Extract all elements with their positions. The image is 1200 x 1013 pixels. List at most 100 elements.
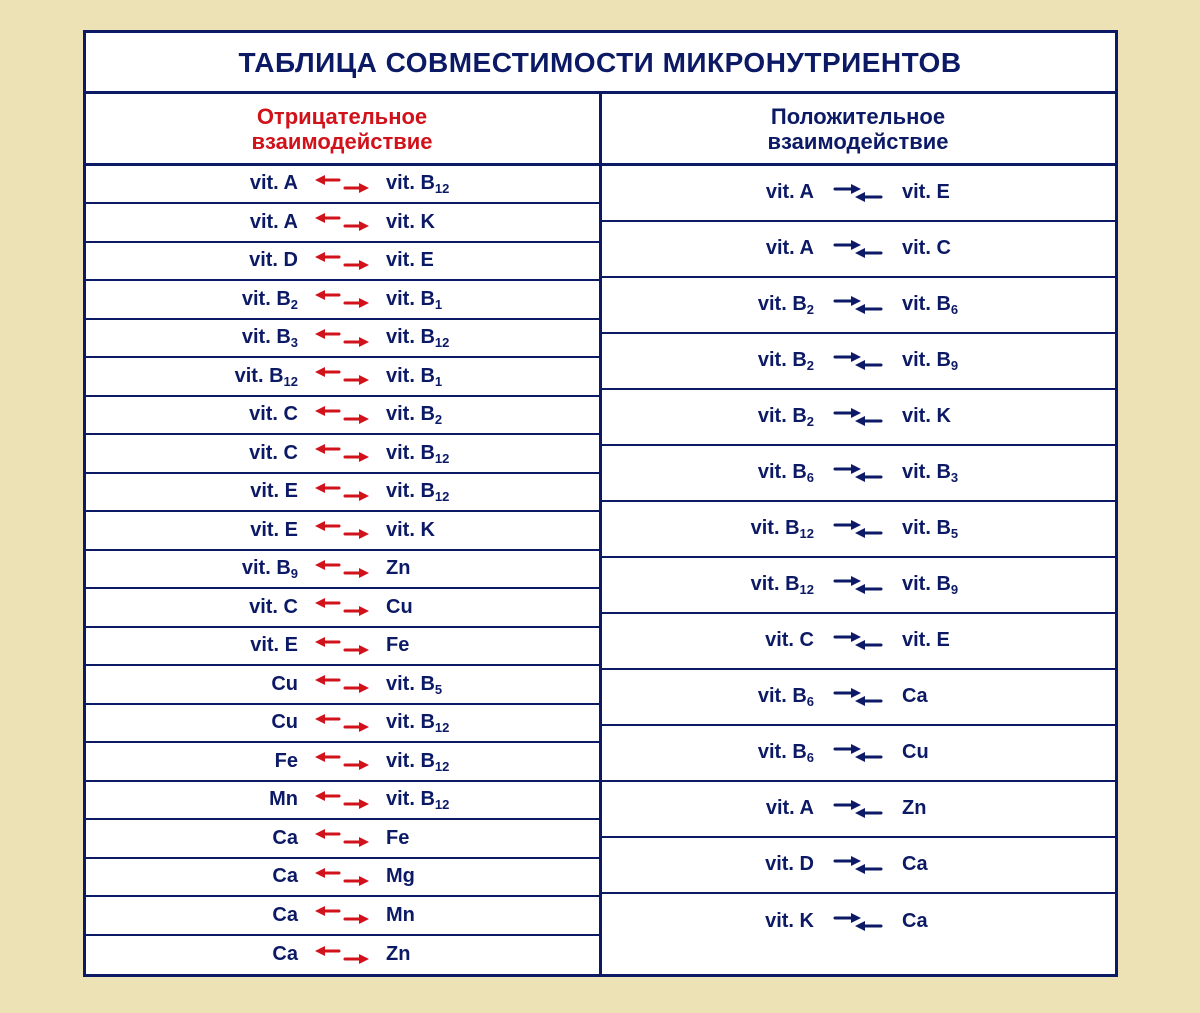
table-row: vit. C vit. B12 [86, 435, 599, 474]
converge-arrows-icon [828, 406, 888, 428]
compatibility-table: ТАБЛИЦА СОВМЕСТИМОСТИ МИКРОНУТРИЕНТОВ От… [83, 30, 1118, 977]
nutrient-left: vit. B3 [148, 326, 298, 349]
table-row: vit. A vit. E [602, 166, 1115, 222]
diverge-arrows-icon [312, 904, 372, 926]
table-row: vit. B12 vit. B9 [602, 558, 1115, 614]
nutrient-left: vit. B12 [664, 517, 814, 540]
converge-arrows-icon [828, 686, 888, 708]
nutrient-right: vit. B5 [902, 517, 1052, 540]
nutrient-right: Ca [902, 910, 1052, 933]
table-row: vit. A vit. K [86, 204, 599, 243]
nutrient-left: vit. A [664, 181, 814, 204]
nutrient-right: Cu [902, 741, 1052, 764]
nutrient-left: vit. B2 [148, 288, 298, 311]
nutrient-right: vit. K [386, 211, 536, 234]
nutrient-left: vit. B6 [664, 741, 814, 764]
nutrient-right: vit. K [902, 405, 1052, 428]
table-row: Ca Mg [86, 859, 599, 898]
nutrient-right: vit. B1 [386, 365, 536, 388]
table-row: vit. B2 vit. K [602, 390, 1115, 446]
nutrient-left: vit. B2 [664, 293, 814, 316]
nutrient-right: vit. B12 [386, 442, 536, 465]
nutrient-left: Ca [148, 943, 298, 966]
diverge-arrows-icon [312, 404, 372, 426]
nutrient-left: vit. E [148, 634, 298, 657]
table-row: vit. E Fe [86, 628, 599, 667]
converge-arrows-icon [828, 630, 888, 652]
diverge-arrows-icon [312, 596, 372, 618]
nutrient-right: vit. B6 [902, 293, 1052, 316]
diverge-arrows-icon [312, 519, 372, 541]
table-row: vit. K Ca [602, 894, 1115, 950]
nutrient-left: vit. C [148, 403, 298, 426]
nutrient-right: vit. E [902, 629, 1052, 652]
nutrient-right: Zn [386, 557, 536, 580]
nutrient-right: vit. B9 [902, 349, 1052, 372]
table-row: vit. B2 vit. B6 [602, 278, 1115, 334]
nutrient-right: vit. B12 [386, 172, 536, 195]
table-row: vit. E vit. B12 [86, 474, 599, 513]
nutrient-left: vit. A [664, 237, 814, 260]
converge-arrows-icon [828, 911, 888, 933]
table-row: Cu vit. B12 [86, 705, 599, 744]
nutrient-right: vit. B5 [386, 673, 536, 696]
table-row: Mn vit. B12 [86, 782, 599, 821]
converge-arrows-icon [828, 574, 888, 596]
table-row: vit. B2 vit. B1 [86, 281, 599, 320]
nutrient-left: Cu [148, 711, 298, 734]
negative-column-header: Отрицательное взаимодействие [86, 94, 599, 166]
table-row: Cu vit. B5 [86, 666, 599, 705]
table-row: Ca Mn [86, 897, 599, 936]
nutrient-left: vit. B6 [664, 685, 814, 708]
table-row: vit. B9 Zn [86, 551, 599, 590]
nutrient-left: vit. K [664, 910, 814, 933]
diverge-arrows-icon [312, 635, 372, 657]
nutrient-left: vit. B6 [664, 461, 814, 484]
nutrient-left: vit. B12 [148, 365, 298, 388]
table-row: vit. C vit. B2 [86, 397, 599, 436]
diverge-arrows-icon [312, 827, 372, 849]
nutrient-left: vit. B2 [664, 405, 814, 428]
diverge-arrows-icon [312, 250, 372, 272]
table-row: Ca Fe [86, 820, 599, 859]
diverge-arrows-icon [312, 866, 372, 888]
table-row: vit. D vit. E [86, 243, 599, 282]
nutrient-left: vit. A [664, 797, 814, 820]
nutrient-right: Zn [902, 797, 1052, 820]
columns-container: Отрицательное взаимодействие vit. A vit.… [86, 94, 1115, 974]
table-row: vit. B12 vit. B1 [86, 358, 599, 397]
table-row: vit. B6 Ca [602, 670, 1115, 726]
table-row: vit. C vit. E [602, 614, 1115, 670]
positive-column: Положительное взаимодействие vit. A vit.… [599, 94, 1115, 974]
nutrient-right: vit. B12 [386, 480, 536, 503]
diverge-arrows-icon [312, 173, 372, 195]
nutrient-right: Cu [386, 596, 536, 619]
table-row: vit. A vit. B12 [86, 166, 599, 205]
diverge-arrows-icon [312, 288, 372, 310]
negative-rows: vit. A vit. B12vit. A vit. Kvit. D vit [86, 166, 599, 975]
diverge-arrows-icon [312, 327, 372, 349]
nutrient-right: vit. B1 [386, 288, 536, 311]
converge-arrows-icon [828, 350, 888, 372]
converge-arrows-icon [828, 798, 888, 820]
nutrient-left: Fe [148, 750, 298, 773]
table-row: vit. B3 vit. B12 [86, 320, 599, 359]
positive-column-header: Положительное взаимодействие [602, 94, 1115, 166]
nutrient-right: vit. B9 [902, 573, 1052, 596]
nutrient-left: vit. E [148, 480, 298, 503]
converge-arrows-icon [828, 238, 888, 260]
converge-arrows-icon [828, 462, 888, 484]
nutrient-right: vit. E [386, 249, 536, 272]
nutrient-left: vit. B2 [664, 349, 814, 372]
nutrient-right: Ca [902, 685, 1052, 708]
nutrient-right: vit. E [902, 181, 1052, 204]
nutrient-left: vit. C [148, 596, 298, 619]
diverge-arrows-icon [312, 558, 372, 580]
nutrient-right: Fe [386, 827, 536, 850]
nutrient-left: vit. B9 [148, 557, 298, 580]
nutrient-left: vit. C [664, 629, 814, 652]
nutrient-right: vit. B12 [386, 711, 536, 734]
diverge-arrows-icon [312, 712, 372, 734]
converge-arrows-icon [828, 854, 888, 876]
nutrient-right: Ca [902, 853, 1052, 876]
